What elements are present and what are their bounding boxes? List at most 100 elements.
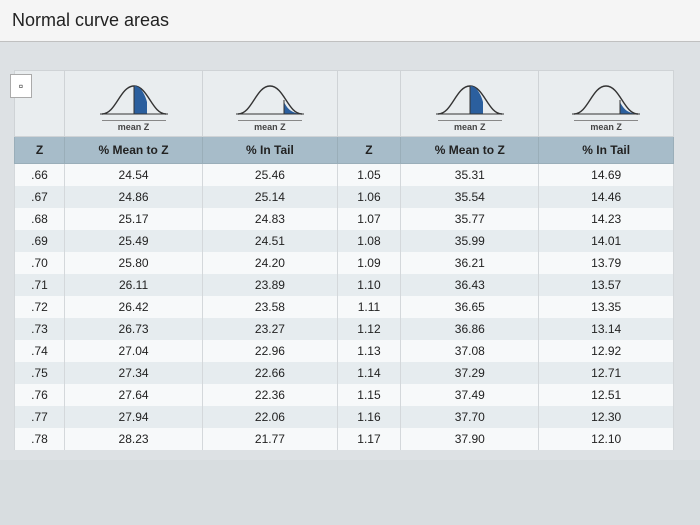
table-cell: 14.23 — [539, 208, 674, 230]
table-cell: .69 — [15, 230, 65, 252]
table-cell: 1.06 — [337, 186, 401, 208]
table-row: .7527.3422.661.1437.2912.71 — [15, 362, 674, 384]
table-cell: 1.14 — [337, 362, 401, 384]
table-cell: 36.65 — [401, 296, 539, 318]
table-cell: 24.54 — [65, 164, 203, 187]
table-cell: 36.86 — [401, 318, 539, 340]
table-cell: 13.57 — [539, 274, 674, 296]
curve-header-blank2 — [337, 71, 401, 137]
table-cell: 27.04 — [65, 340, 203, 362]
curve-caption: mean Z — [574, 120, 638, 132]
table-cell: 24.51 — [203, 230, 338, 252]
curve-in-tail-left: mean Z — [203, 71, 338, 137]
table-cell: 1.11 — [337, 296, 401, 318]
table-cell: 1.12 — [337, 318, 401, 340]
bell-curve-icon — [434, 80, 506, 118]
table-row: .7025.8024.201.0936.2113.79 — [15, 252, 674, 274]
normal-curve-table: mean Z mean Z — [14, 70, 674, 450]
table-cell: .74 — [15, 340, 65, 362]
table-row: .7627.6422.361.1537.4912.51 — [15, 384, 674, 406]
table-cell: .73 — [15, 318, 65, 340]
table-cell: 1.15 — [337, 384, 401, 406]
table-row: .7226.4223.581.1136.6513.35 — [15, 296, 674, 318]
table-cell: 25.17 — [65, 208, 203, 230]
table-row: .6624.5425.461.0535.3114.69 — [15, 164, 674, 187]
col-z-right: Z — [337, 137, 401, 164]
table-cell: 27.64 — [65, 384, 203, 406]
table-cell: 24.20 — [203, 252, 338, 274]
table-cell: 26.73 — [65, 318, 203, 340]
table-cell: 37.49 — [401, 384, 539, 406]
table-cell: 37.29 — [401, 362, 539, 384]
table-cell: 26.11 — [65, 274, 203, 296]
table-cell: 12.10 — [539, 428, 674, 450]
table-cell: 13.14 — [539, 318, 674, 340]
table-cell: 21.77 — [203, 428, 338, 450]
curve-caption: mean Z — [238, 120, 302, 132]
doc-icon: ▫ — [10, 74, 32, 98]
table-cell: 25.46 — [203, 164, 338, 187]
bell-curve-icon — [98, 80, 170, 118]
table-row: .6724.8625.141.0635.5414.46 — [15, 186, 674, 208]
table-cell: 14.46 — [539, 186, 674, 208]
table-cell: 36.43 — [401, 274, 539, 296]
table-container: mean Z mean Z — [0, 42, 700, 460]
col-in-tail-right: % In Tail — [539, 137, 674, 164]
table-cell: .66 — [15, 164, 65, 187]
table-row: .7727.9422.061.1637.7012.30 — [15, 406, 674, 428]
table-cell: .67 — [15, 186, 65, 208]
col-mean-to-z-left: % Mean to Z — [65, 137, 203, 164]
column-headers: Z % Mean to Z % In Tail Z % Mean to Z % … — [15, 137, 674, 164]
table-cell: 13.35 — [539, 296, 674, 318]
table-cell: 25.14 — [203, 186, 338, 208]
table-cell: 27.34 — [65, 362, 203, 384]
bell-curve-icon — [570, 80, 642, 118]
table-cell: .70 — [15, 252, 65, 274]
table-cell: 12.71 — [539, 362, 674, 384]
table-cell: 22.36 — [203, 384, 338, 406]
col-in-tail-left: % In Tail — [203, 137, 338, 164]
table-cell: 1.05 — [337, 164, 401, 187]
table-body: .6624.5425.461.0535.3114.69.6724.8625.14… — [15, 164, 674, 451]
table-cell: 1.16 — [337, 406, 401, 428]
table-cell: .72 — [15, 296, 65, 318]
table-cell: .77 — [15, 406, 65, 428]
table-cell: 14.01 — [539, 230, 674, 252]
table-cell: 24.83 — [203, 208, 338, 230]
table-row: .7427.0422.961.1337.0812.92 — [15, 340, 674, 362]
table-cell: 35.31 — [401, 164, 539, 187]
table-cell: 1.17 — [337, 428, 401, 450]
table-cell: 24.86 — [65, 186, 203, 208]
table-cell: 22.66 — [203, 362, 338, 384]
col-z-left: Z — [15, 137, 65, 164]
curve-in-tail-right: mean Z — [539, 71, 674, 137]
table-cell: 23.27 — [203, 318, 338, 340]
table-cell: 23.58 — [203, 296, 338, 318]
table-cell: .78 — [15, 428, 65, 450]
curve-header-row: mean Z mean Z — [15, 71, 674, 137]
table-cell: 12.51 — [539, 384, 674, 406]
table-cell: .68 — [15, 208, 65, 230]
table-cell: 1.07 — [337, 208, 401, 230]
curve-mean-to-z-left: mean Z — [65, 71, 203, 137]
col-mean-to-z-right: % Mean to Z — [401, 137, 539, 164]
table-row: .6925.4924.511.0835.9914.01 — [15, 230, 674, 252]
table-cell: 1.10 — [337, 274, 401, 296]
table-cell: 35.77 — [401, 208, 539, 230]
table-cell: 1.08 — [337, 230, 401, 252]
page-title: Normal curve areas — [0, 0, 700, 42]
table-row: .7326.7323.271.1236.8613.14 — [15, 318, 674, 340]
table-cell: 37.08 — [401, 340, 539, 362]
table-cell: 22.06 — [203, 406, 338, 428]
curve-caption: mean Z — [102, 120, 166, 132]
table-row: .7126.1123.891.1036.4313.57 — [15, 274, 674, 296]
table-cell: 22.96 — [203, 340, 338, 362]
table-cell: 1.09 — [337, 252, 401, 274]
table-cell: 35.99 — [401, 230, 539, 252]
table-cell: 23.89 — [203, 274, 338, 296]
table-cell: 13.79 — [539, 252, 674, 274]
table-row: .7828.2321.771.1737.9012.10 — [15, 428, 674, 450]
table-cell: 37.90 — [401, 428, 539, 450]
table-cell: 35.54 — [401, 186, 539, 208]
table-cell: 14.69 — [539, 164, 674, 187]
